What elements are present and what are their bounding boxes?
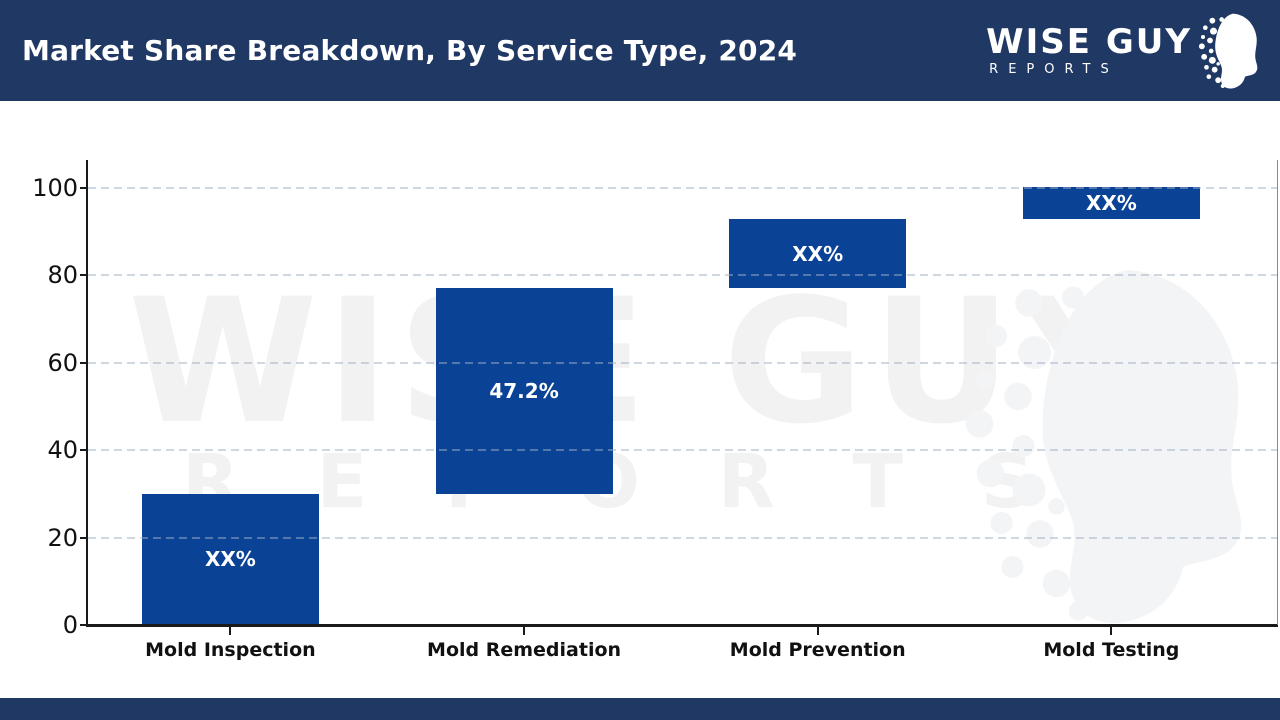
y-tick-label-text: 60: [47, 348, 78, 377]
y-tick-mark: [80, 449, 87, 452]
bar: XX%: [141, 493, 319, 625]
x-tick-label-text: Mold Testing: [1043, 639, 1180, 661]
page-title: Market Share Breakdown, By Service Type,…: [22, 34, 798, 67]
x-tick-mark: [523, 627, 526, 635]
y-tick-mark: [80, 187, 87, 189]
y-tick-label-text: 40: [47, 436, 78, 465]
bar: XX%: [729, 219, 907, 288]
y-tick-label-text: 100: [32, 174, 78, 202]
y-tick-label: 40: [18, 438, 78, 462]
y-gridline: [88, 536, 1277, 539]
footer-bar: [0, 698, 1280, 720]
right-spine: [1277, 160, 1278, 625]
x-tick-mark: [229, 627, 232, 635]
y-gridline: [88, 274, 1277, 277]
x-tick-label-text: Mold Inspection: [145, 639, 316, 661]
dotted-face-graphic: [965, 270, 1242, 624]
y-gridline: [88, 361, 1277, 364]
y-tick-label-text: 0: [62, 611, 78, 639]
x-axis-line: [86, 624, 1278, 627]
y-tick-label: 100: [18, 176, 78, 200]
x-tick-mark: [1110, 627, 1113, 635]
x-tick-label: Mold Prevention: [668, 639, 968, 661]
x-tick-label: Mold Remediation: [374, 639, 674, 661]
y-axis-line: [86, 160, 88, 627]
y-tick-mark: [80, 361, 87, 364]
brand-subname: REPORTS: [989, 61, 1119, 77]
header-bar: Market Share Breakdown, By Service Type,…: [0, 0, 1280, 101]
y-tick-mark: [80, 536, 87, 539]
y-tick-label: 20: [18, 526, 78, 550]
bar-value-label: XX%: [792, 241, 844, 266]
y-gridline: [88, 449, 1277, 452]
brand-logo: WISE GUY REPORTS: [986, 8, 1266, 94]
brand-face-icon: [1196, 10, 1266, 92]
y-gridline: [88, 187, 1277, 189]
x-tick-label: Mold Inspection: [80, 639, 380, 661]
dotted-face-graphic: [1198, 13, 1258, 89]
x-tick-label-text: Mold Remediation: [427, 639, 622, 661]
bar: 47.2%: [435, 287, 613, 494]
y-tick-label-text: 20: [47, 523, 78, 552]
bar-value-label: 47.2%: [489, 378, 559, 403]
y-tick-label: 80: [18, 263, 78, 287]
x-tick-label-text: Mold Prevention: [729, 639, 906, 661]
brand-name: WISE GUY: [986, 22, 1192, 63]
bar-value-label: XX%: [1085, 191, 1137, 216]
bar: XX%: [1022, 186, 1200, 220]
watermark-face-icon: [952, 211, 1280, 681]
x-tick-mark: [816, 627, 819, 635]
bar-value-label: XX%: [204, 547, 256, 572]
y-tick-label: 60: [18, 351, 78, 375]
brand-logo-text: WISE GUY REPORTS: [986, 22, 1192, 77]
y-tick-mark: [80, 274, 87, 277]
y-tick-label: 0: [18, 613, 78, 637]
y-tick-label-text: 80: [47, 261, 78, 290]
x-tick-label: Mold Testing: [961, 639, 1261, 661]
y-tick-mark: [80, 624, 87, 626]
